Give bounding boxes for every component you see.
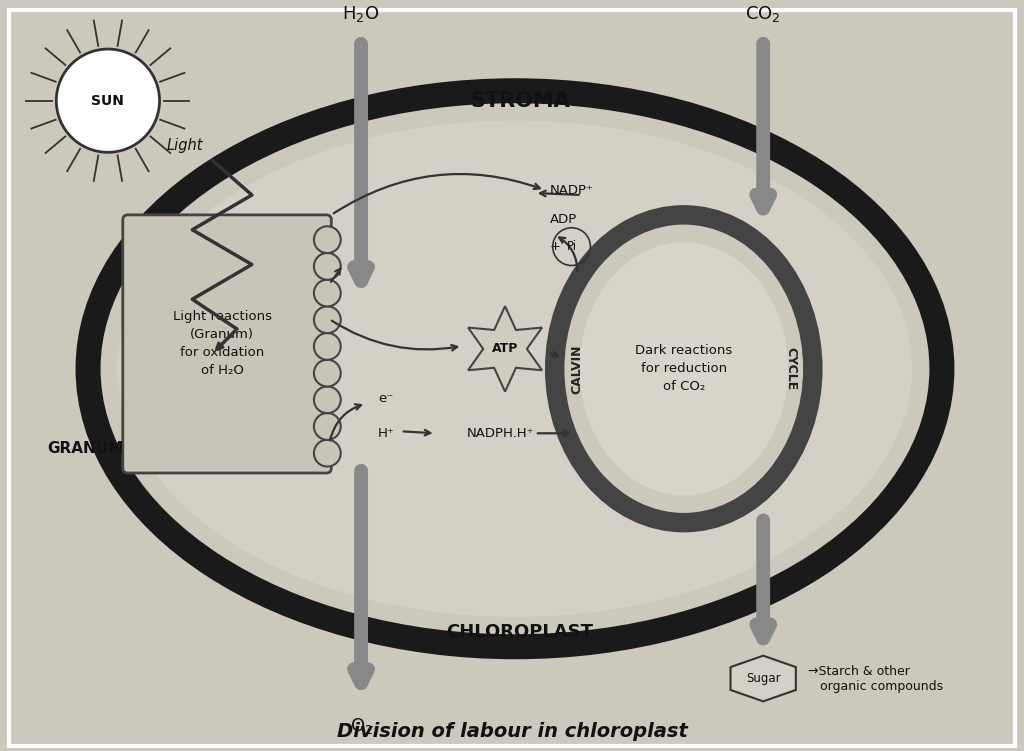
Circle shape: [56, 49, 160, 152]
Text: O$_2$: O$_2$: [349, 716, 373, 736]
Text: Dark reactions
for reduction
of CO₂: Dark reactions for reduction of CO₂: [635, 344, 732, 394]
Circle shape: [314, 360, 341, 387]
Text: ADP: ADP: [550, 213, 577, 226]
Circle shape: [314, 440, 341, 466]
Text: Light reactions
(Granum)
for oxidation
of H₂O: Light reactions (Granum) for oxidation o…: [173, 310, 271, 378]
Text: STROMA: STROMA: [470, 91, 569, 110]
Text: CYCLE: CYCLE: [784, 347, 798, 391]
Ellipse shape: [555, 215, 813, 523]
Circle shape: [314, 333, 341, 360]
Text: e⁻: e⁻: [378, 392, 393, 405]
Text: Sugar: Sugar: [745, 672, 780, 685]
Circle shape: [314, 386, 341, 413]
Text: CO$_2$: CO$_2$: [745, 5, 781, 24]
Text: NADPH.H⁺: NADPH.H⁺: [466, 427, 534, 440]
Text: NADP⁺: NADP⁺: [550, 183, 594, 197]
Circle shape: [314, 226, 341, 253]
Text: ATP: ATP: [492, 342, 518, 355]
Text: +: +: [550, 240, 561, 253]
Text: SUN: SUN: [91, 94, 124, 107]
Circle shape: [314, 279, 341, 306]
FancyBboxPatch shape: [123, 215, 332, 473]
Circle shape: [314, 413, 341, 440]
Circle shape: [314, 306, 341, 333]
Text: H⁺: H⁺: [378, 427, 394, 440]
Text: CHLOROPLAST: CHLOROPLAST: [446, 623, 594, 641]
Text: →Starch & other
   organic compounds: →Starch & other organic compounds: [808, 665, 943, 692]
Polygon shape: [468, 306, 542, 391]
Text: Division of labour in chloroplast: Division of labour in chloroplast: [337, 722, 687, 741]
Text: H$_2$O: H$_2$O: [342, 5, 380, 24]
Text: GRANUM: GRANUM: [47, 441, 123, 456]
Text: CALVIN: CALVIN: [570, 344, 583, 394]
Text: Pi: Pi: [566, 240, 577, 253]
Ellipse shape: [118, 121, 912, 617]
Text: Light: Light: [166, 138, 203, 153]
Ellipse shape: [580, 242, 788, 496]
Circle shape: [314, 253, 341, 280]
Polygon shape: [730, 656, 796, 701]
Ellipse shape: [88, 91, 942, 647]
